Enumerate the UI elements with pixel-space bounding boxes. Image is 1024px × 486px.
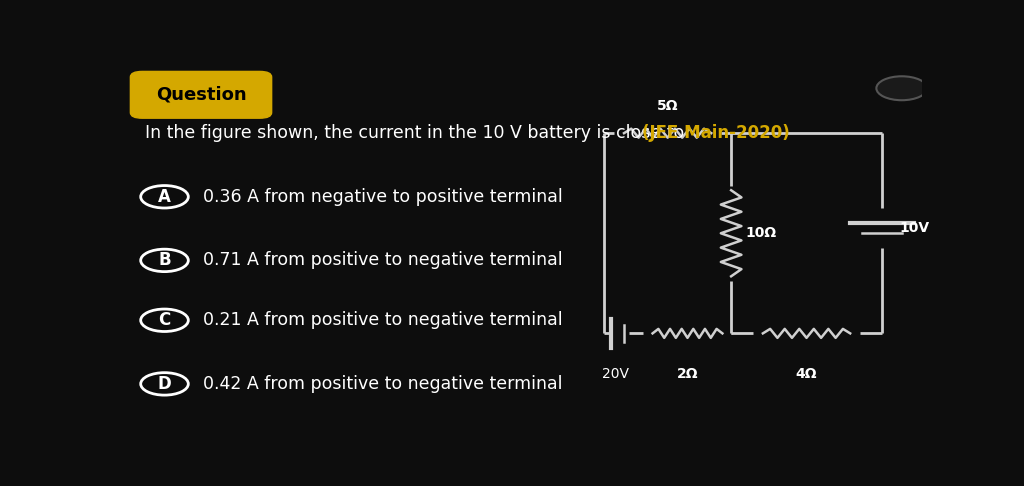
- Text: 0.21 A from positive to negative terminal: 0.21 A from positive to negative termina…: [204, 311, 563, 330]
- Text: (JEE Main-2020): (JEE Main-2020): [642, 124, 790, 142]
- Text: Question: Question: [156, 86, 247, 104]
- Text: 5Ω: 5Ω: [657, 99, 678, 113]
- Text: 4Ω: 4Ω: [796, 367, 817, 381]
- Text: D: D: [158, 375, 171, 393]
- Text: 20V: 20V: [602, 367, 629, 381]
- FancyBboxPatch shape: [130, 71, 271, 118]
- Text: B: B: [158, 251, 171, 269]
- Text: 10V: 10V: [899, 221, 930, 235]
- Circle shape: [877, 76, 927, 100]
- Text: 2Ω: 2Ω: [677, 367, 698, 381]
- Text: 0.36 A from negative to positive terminal: 0.36 A from negative to positive termina…: [204, 188, 563, 206]
- Text: 0.42 A from positive to negative terminal: 0.42 A from positive to negative termina…: [204, 375, 563, 393]
- Text: 10Ω: 10Ω: [745, 226, 776, 240]
- Text: A: A: [158, 188, 171, 206]
- Text: In the figure shown, the current in the 10 V battery is close to:: In the figure shown, the current in the …: [145, 124, 690, 142]
- Text: C: C: [159, 311, 171, 330]
- Text: 0.71 A from positive to negative terminal: 0.71 A from positive to negative termina…: [204, 251, 563, 269]
